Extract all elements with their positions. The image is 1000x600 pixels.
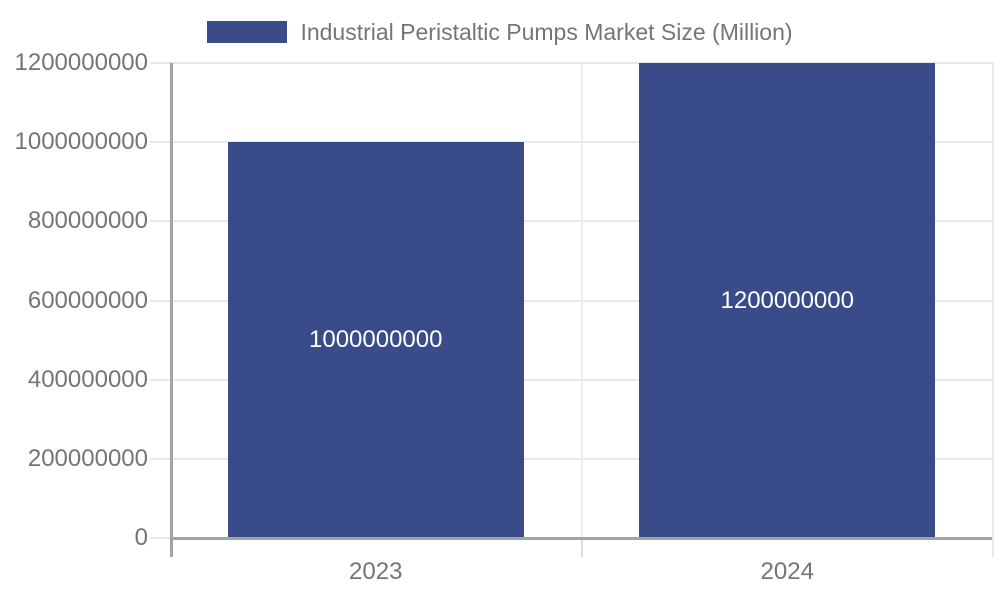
plot-area: 1000000000 1200000000 <box>170 62 993 538</box>
y-axis-tick <box>150 537 170 539</box>
y-tick-label: 1000000000 <box>14 128 148 156</box>
y-tick-label: 1200000000 <box>14 49 148 76</box>
x-tick-label-2023: 2023 <box>349 558 403 585</box>
y-tick-label: 400000000 <box>27 365 148 393</box>
bar-value-label: 1000000000 <box>309 326 443 354</box>
legend-swatch-icon <box>207 21 288 43</box>
bar-2023[interactable]: 1000000000 <box>227 142 524 538</box>
y-tick-label: 200000000 <box>27 444 148 472</box>
y-axis-tick <box>150 378 170 381</box>
y-tick-label: 800000000 <box>27 207 148 235</box>
plot-right-border <box>992 63 994 557</box>
y-axis-tick <box>150 62 170 64</box>
y-tick-label: 0 <box>134 524 148 551</box>
legend[interactable]: Industrial Peristaltic Pumps Market Size… <box>0 18 1000 46</box>
y-axis-tick <box>150 220 170 223</box>
category-split-gridline <box>580 63 583 538</box>
legend-label: Industrial Peristaltic Pumps Market Size… <box>300 19 793 45</box>
y-tick-label: 600000000 <box>27 286 148 314</box>
x-tick-label-2024: 2024 <box>760 558 814 585</box>
y-axis-tick <box>150 457 170 460</box>
bar-value-label: 1200000000 <box>720 286 854 314</box>
x-axis-line <box>170 537 993 540</box>
bar-2024[interactable]: 1200000000 <box>639 63 936 538</box>
x-axis-tick <box>580 540 583 557</box>
y-axis-line <box>170 63 173 557</box>
y-axis-tick <box>150 299 170 302</box>
y-axis-tick <box>150 141 170 144</box>
